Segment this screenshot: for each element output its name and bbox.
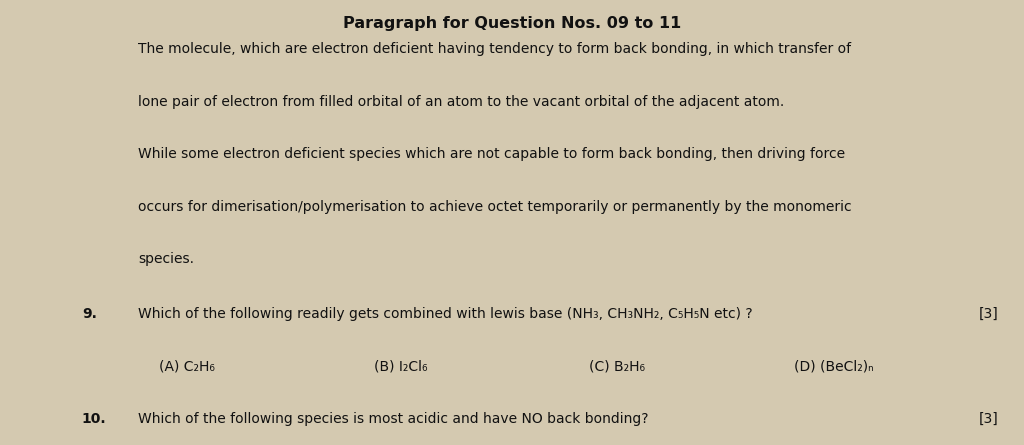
Text: 10.: 10. bbox=[82, 412, 106, 426]
Text: [3]: [3] bbox=[979, 307, 998, 321]
Text: species.: species. bbox=[138, 252, 195, 266]
Text: (B) I₂Cl₆: (B) I₂Cl₆ bbox=[374, 360, 427, 373]
Text: 9.: 9. bbox=[82, 307, 97, 321]
Text: Paragraph for Question Nos. 09 to 11: Paragraph for Question Nos. 09 to 11 bbox=[343, 16, 681, 31]
Text: (A) C₂H₆: (A) C₂H₆ bbox=[159, 360, 215, 373]
Text: While some electron deficient species which are not capable to form back bonding: While some electron deficient species wh… bbox=[138, 147, 846, 161]
Text: (D) (BeCl₂)ₙ: (D) (BeCl₂)ₙ bbox=[794, 360, 873, 373]
Text: (C) B₂H₆: (C) B₂H₆ bbox=[589, 360, 645, 373]
Text: The molecule, which are electron deficient having tendency to form back bonding,: The molecule, which are electron deficie… bbox=[138, 42, 851, 56]
Text: Which of the following species is most acidic and have NO back bonding?: Which of the following species is most a… bbox=[138, 412, 649, 426]
Text: Which of the following readily gets combined with lewis base (NH₃, CH₃NH₂, C₅H₅N: Which of the following readily gets comb… bbox=[138, 307, 753, 321]
Text: lone pair of electron from filled orbital of an atom to the vacant orbital of th: lone pair of electron from filled orbita… bbox=[138, 95, 784, 109]
Text: occurs for dimerisation/polymerisation to achieve octet temporarily or permanent: occurs for dimerisation/polymerisation t… bbox=[138, 200, 852, 214]
Text: [3]: [3] bbox=[979, 412, 998, 426]
